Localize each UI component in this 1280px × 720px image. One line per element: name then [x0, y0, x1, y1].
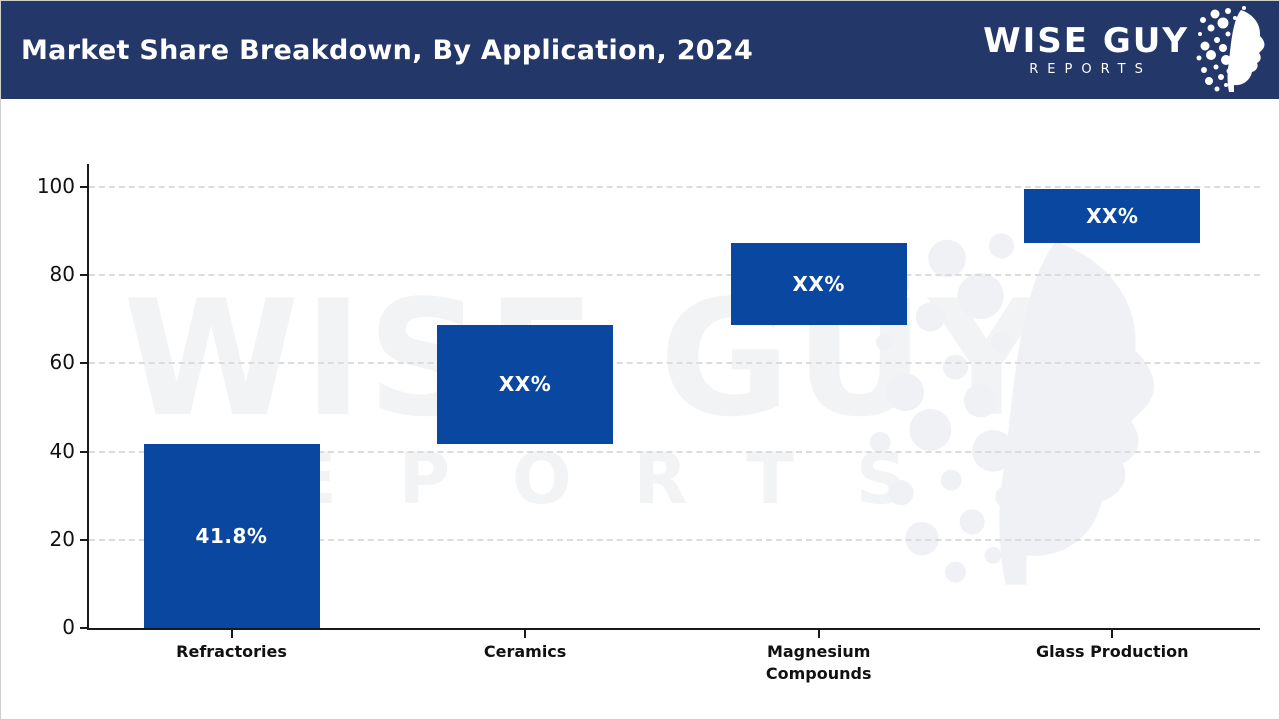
brand-subname: REPORTS — [1029, 62, 1152, 77]
y-axis-tick — [80, 362, 89, 365]
y-axis-tick — [80, 538, 89, 541]
x-axis-line — [87, 628, 1260, 630]
x-axis-category-label: Magnesium Compounds — [765, 642, 872, 683]
x-axis-tick — [230, 630, 233, 638]
x-axis-tick — [1111, 630, 1114, 638]
bar-value-label: 41.8% — [195, 523, 268, 548]
bar-value-label: XX% — [792, 272, 845, 296]
y-axis-tick — [80, 274, 89, 277]
y-axis-tick-label: 100 — [36, 174, 75, 198]
y-axis-line — [87, 164, 89, 630]
y-axis-tick-label: 40 — [49, 438, 75, 463]
x-axis-category-label: Ceramics — [483, 642, 567, 661]
waterfall-bar-segment: XX% — [437, 325, 614, 444]
brand-head-icon — [1196, 6, 1265, 92]
waterfall-bar-segment: XX% — [1024, 188, 1201, 243]
bar-value-label: XX% — [1086, 203, 1139, 228]
y-axis-tick-label: 80 — [49, 262, 75, 287]
x-axis-tick — [524, 630, 527, 638]
waterfall-bar-segment: XX% — [730, 243, 907, 326]
brand-name: WISE GUY — [983, 21, 1189, 61]
gridline — [89, 538, 1260, 541]
gridline — [89, 274, 1260, 277]
waterfall-bar-segment: 41.8% — [143, 443, 320, 628]
y-axis-tick-label: 60 — [49, 350, 75, 375]
bar-value-label: XX% — [498, 372, 552, 397]
page-title: Market Share Breakdown, By Application, … — [21, 34, 754, 66]
gridline — [89, 186, 1260, 188]
x-axis-tick — [817, 630, 820, 638]
gridline — [89, 450, 1260, 453]
x-axis-category-label: Refractories — [176, 642, 287, 661]
y-axis-tick-label: 20 — [49, 526, 75, 551]
brand-logo-text: WISE GUY REPORTS — [983, 24, 1189, 76]
y-axis-tick-label: 0 — [62, 615, 75, 639]
watermark-head-icon — [869, 233, 1154, 585]
x-axis-category-label: Glass Production — [1036, 642, 1189, 661]
y-axis-tick — [80, 450, 89, 453]
brand-logo: WISE GUY REPORTS — [983, 6, 1279, 94]
header: Market Share Breakdown, By Application, … — [1, 1, 1279, 99]
y-axis-tick — [80, 627, 89, 629]
y-axis-tick — [80, 186, 89, 188]
gridline — [89, 362, 1260, 365]
